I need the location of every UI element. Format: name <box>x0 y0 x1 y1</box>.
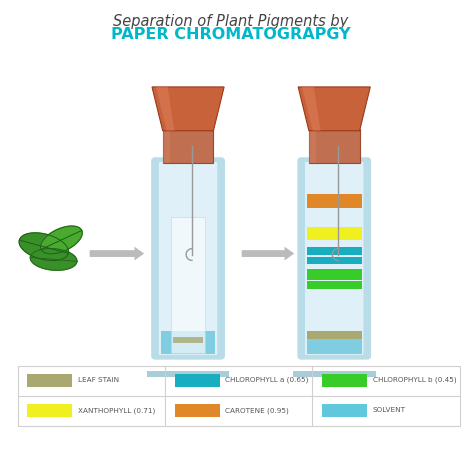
FancyBboxPatch shape <box>159 162 217 355</box>
Bar <box>307 257 362 264</box>
Bar <box>173 337 203 343</box>
Polygon shape <box>309 129 360 163</box>
Bar <box>175 374 219 387</box>
Bar <box>307 330 362 354</box>
Bar <box>146 371 229 377</box>
Bar <box>18 365 460 426</box>
Text: LEAF STAIN: LEAF STAIN <box>78 377 119 383</box>
Bar <box>293 371 376 377</box>
Bar <box>322 404 367 417</box>
Polygon shape <box>146 377 229 387</box>
Polygon shape <box>242 247 294 260</box>
FancyBboxPatch shape <box>298 158 370 359</box>
Bar <box>161 330 215 354</box>
Polygon shape <box>152 87 224 131</box>
Polygon shape <box>156 87 174 131</box>
Bar <box>307 246 362 255</box>
Bar <box>322 374 367 387</box>
Text: SOLVENT: SOLVENT <box>373 408 406 413</box>
Bar <box>307 227 362 240</box>
Bar <box>175 404 219 417</box>
Bar <box>171 217 205 353</box>
Bar <box>307 330 362 339</box>
Polygon shape <box>19 233 69 261</box>
Bar <box>309 129 317 163</box>
Polygon shape <box>302 87 320 131</box>
Bar <box>307 269 362 281</box>
Polygon shape <box>41 226 82 254</box>
Bar <box>163 129 170 163</box>
Text: CHLOROPHYLL b (0.45): CHLOROPHYLL b (0.45) <box>373 377 456 383</box>
Polygon shape <box>90 247 144 260</box>
Polygon shape <box>30 248 77 270</box>
Bar <box>27 404 72 417</box>
Text: Separation of Plant Pigments by: Separation of Plant Pigments by <box>113 14 348 29</box>
Polygon shape <box>298 87 370 131</box>
Text: CHLOROPHYLL a (0.65): CHLOROPHYLL a (0.65) <box>226 377 309 383</box>
FancyBboxPatch shape <box>152 158 224 359</box>
Polygon shape <box>293 377 376 387</box>
Text: XANTHOPHYLL (0.71): XANTHOPHYLL (0.71) <box>78 407 155 414</box>
Bar <box>307 194 362 208</box>
FancyBboxPatch shape <box>305 162 364 355</box>
Polygon shape <box>163 129 213 163</box>
Text: CAROTENE (0.95): CAROTENE (0.95) <box>226 407 289 414</box>
Bar <box>27 374 72 387</box>
Text: PAPER CHROMATOGRAPGY: PAPER CHROMATOGRAPGY <box>111 27 351 43</box>
Bar <box>307 282 362 289</box>
